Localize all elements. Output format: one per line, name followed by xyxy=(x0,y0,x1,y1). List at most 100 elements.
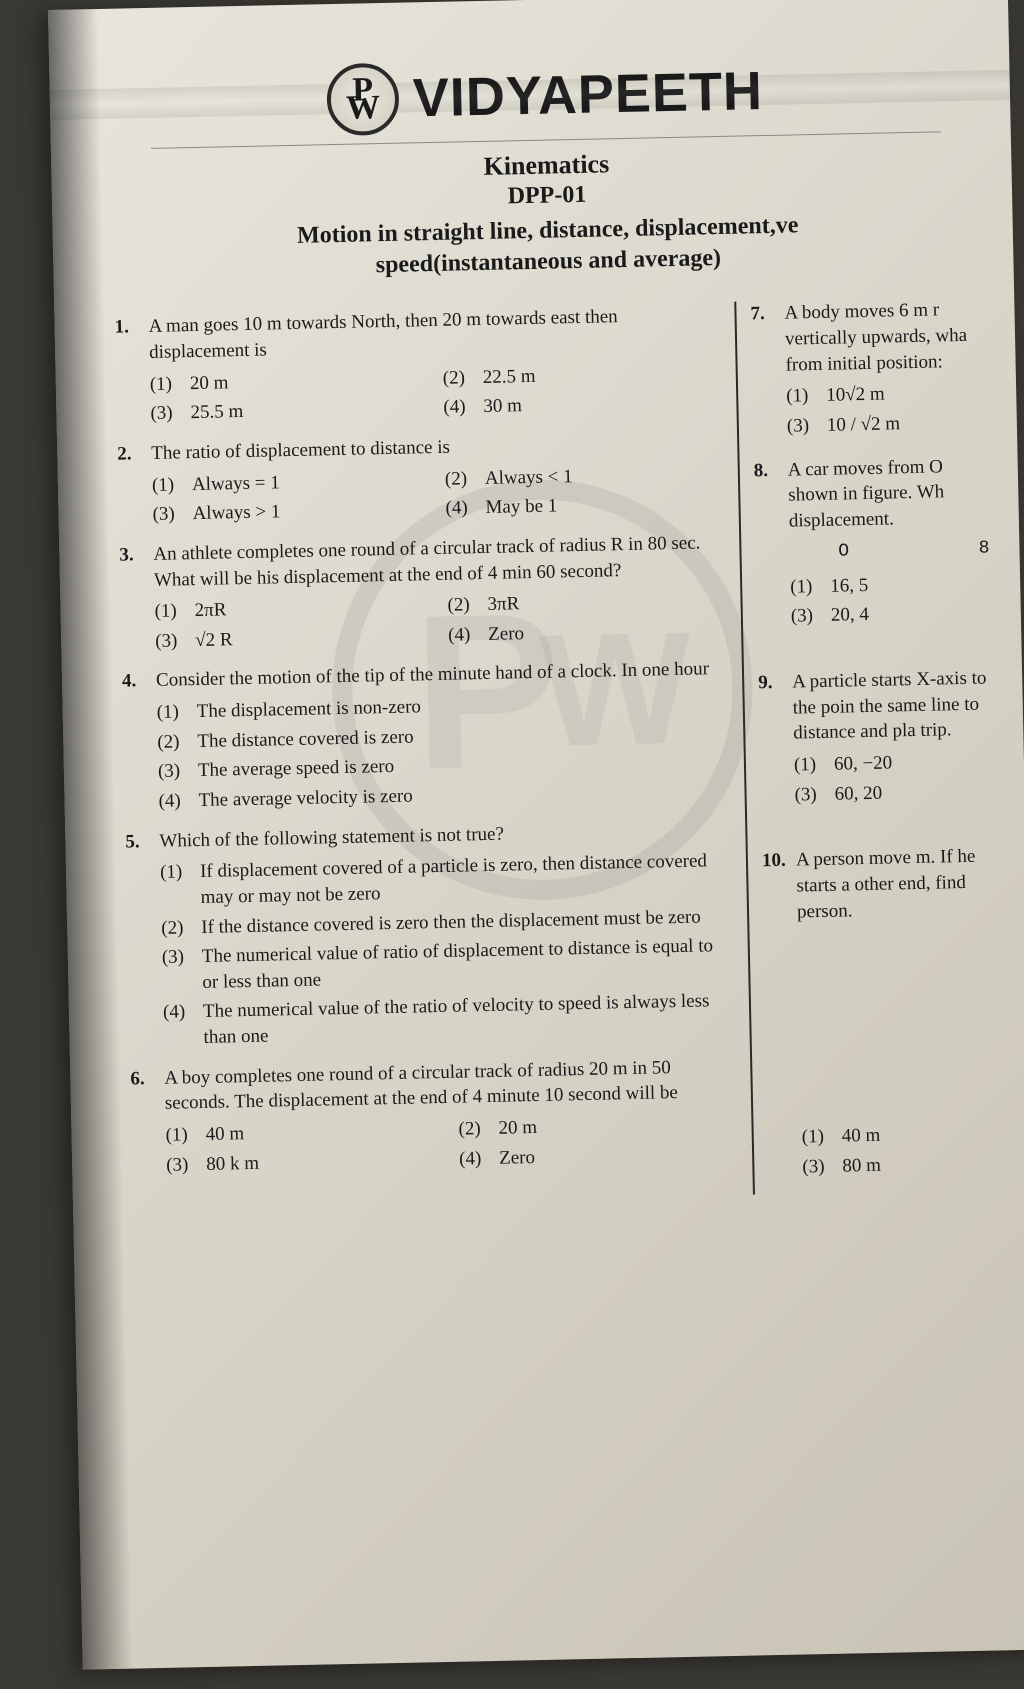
question-stem: A person move m. If he starts a other en… xyxy=(796,844,998,925)
question-row: 9.A particle starts X-axis to the poin t… xyxy=(758,665,995,808)
option-text: 80 k m xyxy=(206,1151,259,1178)
options: (1) If displacement covered of a particle… xyxy=(160,848,732,1051)
option-text: 40 m xyxy=(205,1121,244,1147)
option-number: (3) xyxy=(155,628,186,654)
option: (4) The numerical value of the ratio of v… xyxy=(163,988,732,1051)
question-stem: An athlete completes one round of a circ… xyxy=(153,530,722,593)
option: (3)25.5 m xyxy=(150,395,425,426)
option-text: 3πR xyxy=(487,591,519,617)
question-stem: The ratio of displacement to distance is xyxy=(151,429,719,467)
question-stem: A body moves 6 m r vertically upwards, w… xyxy=(784,297,986,378)
option-text: 10√2 m xyxy=(826,382,885,409)
option-number: (2) xyxy=(157,729,188,755)
option: (3)The numerical value of ratio of displ… xyxy=(162,933,731,996)
option-number: (4) xyxy=(163,1000,194,1052)
option-text: 80 m xyxy=(842,1153,881,1179)
option-text: The average velocity is zero xyxy=(198,784,413,814)
option-number: (1) xyxy=(794,752,825,778)
option-number: (4) xyxy=(459,1146,490,1172)
options: (1)2πR(2)3πR(3)√2 R(4)Zero xyxy=(154,587,723,654)
option-number: (3) xyxy=(794,782,825,808)
question-body: Consider the motion of the tip of the mi… xyxy=(156,656,727,814)
option-text: The numerical value of the ratio of velo… xyxy=(203,988,732,1050)
option-number: (3) xyxy=(802,1154,833,1180)
worksheet-page: PW P W VIDYAPEETH Kinematics DPP-01 Moti… xyxy=(48,0,1024,1670)
option: (4) Zero xyxy=(459,1141,734,1172)
option-number: (1) xyxy=(786,383,817,409)
option-number: (2) xyxy=(443,365,474,391)
option-number: (1) xyxy=(152,472,183,498)
option: (3)20, 4 xyxy=(791,600,991,630)
option-text: 20 m xyxy=(498,1115,537,1141)
question-body: A body moves 6 m r vertically upwards, w… xyxy=(784,297,987,439)
left-column: 1.A man goes 10 m towards North, then 20… xyxy=(114,302,753,1208)
question-body: A particle starts X-axis to the poin the… xyxy=(792,665,995,807)
option-text: The average speed is zero xyxy=(198,754,395,784)
option-number: (3) xyxy=(162,944,193,996)
option-text: 16, 5 xyxy=(830,573,869,599)
option: (2) 22.5 m xyxy=(443,360,718,391)
option: (1) 16, 5 xyxy=(790,570,990,600)
question-stem: A car moves from O shown in figure. Wh d… xyxy=(788,453,990,534)
option-text: 20 m xyxy=(190,370,229,396)
option-number: (1) xyxy=(790,574,821,600)
question-body: A boy completes one round of a circular … xyxy=(164,1054,734,1178)
option-text: 10 / √2 m xyxy=(827,411,901,438)
option-number: (3) xyxy=(158,759,189,785)
question-row: 2.The ratio of displacement to distance … xyxy=(117,429,721,529)
question-row: 5.Which of the following statement is no… xyxy=(125,817,732,1053)
option: (3) 10 / √2 m xyxy=(787,409,987,439)
option-text: 60, 20 xyxy=(834,780,882,807)
options: (1) 40 m (3) 80 m xyxy=(802,1120,1003,1179)
question-stem: Which of the following statement is not … xyxy=(159,817,727,855)
options: (1) 10√2 m (3) 10 / √2 m xyxy=(786,380,987,439)
option-text: √2 R xyxy=(195,627,233,653)
logo-letters: P W xyxy=(345,78,380,120)
question-row: 7.A body moves 6 m r vertically upwards,… xyxy=(750,297,987,440)
option-text: 40 m xyxy=(842,1123,881,1149)
option-text: Zero xyxy=(499,1145,535,1171)
question-number: 1. xyxy=(114,314,150,427)
question-row: 6.A boy completes one round of a circula… xyxy=(130,1054,734,1179)
question-row: 3.An athlete completes one round of a ci… xyxy=(119,530,723,655)
question-number: 7. xyxy=(750,301,787,440)
option-text: 30 m xyxy=(483,393,522,419)
option-number: (1) xyxy=(154,598,185,624)
option: (2)Always < 1 xyxy=(445,461,720,492)
option-number: (1) xyxy=(802,1124,833,1150)
options: (1)Always = 1(2)Always < 1(3)Always > 1(… xyxy=(152,461,721,528)
header: P W VIDYAPEETH Kinematics DPP-01 Motion … xyxy=(109,51,983,288)
logo-row: P W VIDYAPEETH xyxy=(109,51,980,141)
option-number: (4) xyxy=(158,788,189,814)
question-stem: A particle starts X-axis to the poin the… xyxy=(792,665,994,746)
question-number: 6. xyxy=(130,1066,166,1179)
question-number: 9. xyxy=(758,670,795,809)
option: (3) √2 R xyxy=(155,623,430,654)
question-body: Which of the following statement is not … xyxy=(159,817,732,1052)
logo-bottom: W xyxy=(346,96,380,121)
option: (1)60, −20 xyxy=(794,748,994,778)
option-number: (4) xyxy=(445,495,476,521)
option-text: The displacement is non-zero xyxy=(196,694,421,724)
options: (1)60, −20 (3) 60, 20 xyxy=(794,748,995,807)
option: (1) 40 m xyxy=(802,1120,1002,1150)
option: (3)80 k m xyxy=(166,1147,441,1178)
option-number: (1) xyxy=(150,371,181,397)
option-text: Always > 1 xyxy=(192,499,280,526)
logo-icon: P W xyxy=(326,63,399,136)
option: (2)3πR xyxy=(447,587,722,618)
option: (3)Always > 1 xyxy=(152,496,427,527)
option-number: (3) xyxy=(787,413,818,439)
question-row: 4.Consider the motion of the tip of the … xyxy=(122,656,727,815)
question-body: A person move m. If he starts a other en… xyxy=(796,844,1003,1180)
brand-title: VIDYAPEETH xyxy=(412,60,763,129)
option-number: (1) xyxy=(160,859,191,911)
option-text: If displacement covered of a particle is… xyxy=(200,848,729,910)
option-text: May be 1 xyxy=(485,494,557,521)
option-text: 25.5 m xyxy=(190,399,243,426)
option: (4) May be 1 xyxy=(445,490,720,521)
right-column: 7.A body moves 6 m r vertically upwards,… xyxy=(734,297,1003,1195)
question-number: 3. xyxy=(119,542,155,655)
option: (1)40 m xyxy=(165,1117,440,1148)
option-text: 22.5 m xyxy=(483,364,536,391)
